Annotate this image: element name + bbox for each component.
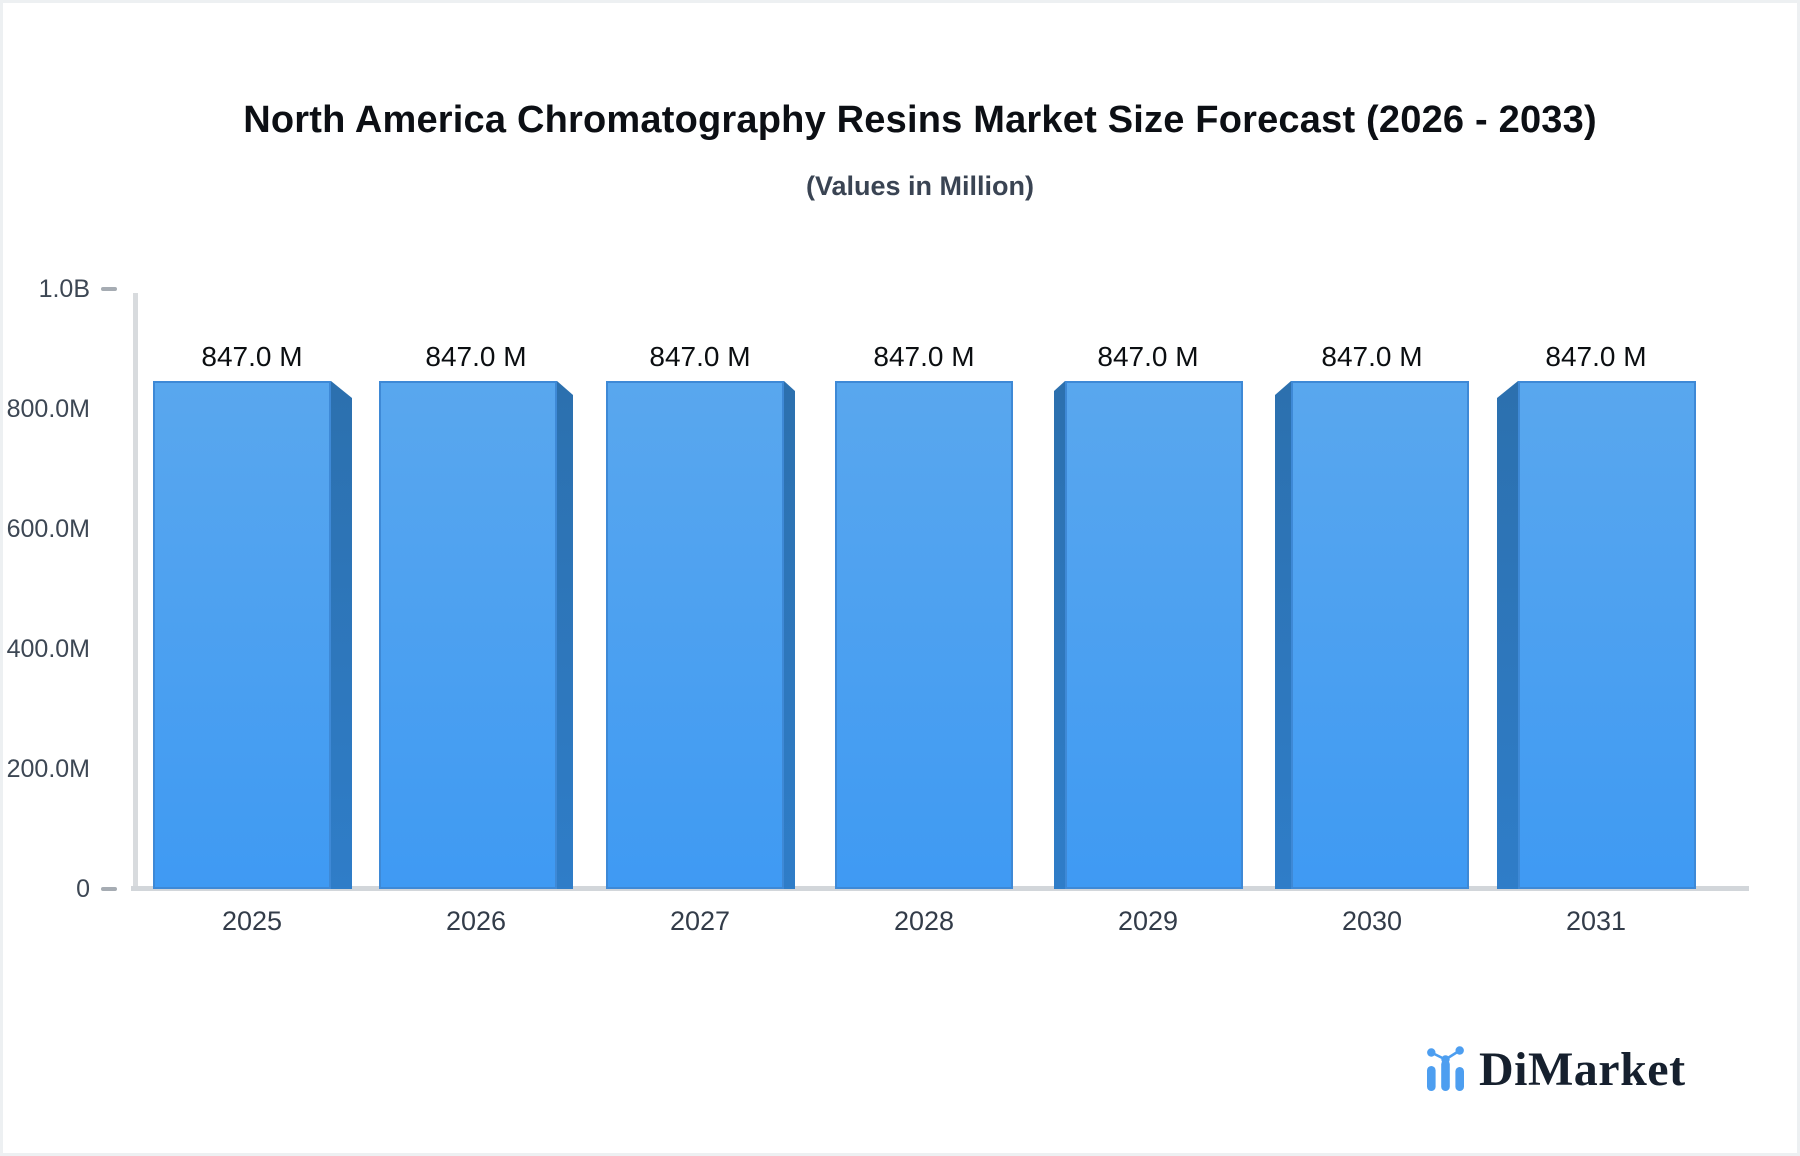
y-axis-tick-label: 0: [76, 875, 90, 903]
y-axis-tick-label: 200.0M: [6, 755, 90, 783]
y-axis-tick-mark: [101, 287, 117, 291]
bar-value-label: 847.0 M: [201, 341, 303, 372]
chart-subtitle: (Values in Million): [805, 171, 1035, 201]
x-axis-tick-label: 2031: [1565, 906, 1627, 936]
bar-value-label: 847.0 M: [1321, 341, 1423, 372]
x-axis-tick-label: 2029: [1117, 906, 1179, 936]
bar-side-face: [1275, 381, 1291, 889]
bar-front-face: [1065, 381, 1243, 889]
y-axis-tick-label: 800.0M: [6, 395, 90, 423]
bar-side-face: [1054, 381, 1065, 889]
bar-value-label: 847.0 M: [649, 341, 751, 372]
bar-front-face: [379, 381, 557, 889]
bar-2027[interactable]: [606, 381, 795, 889]
bar-side-face: [1497, 381, 1518, 889]
plot-area: 1.0B 800.0M 600.0M 400.0M 200.0M 0 847.0 M 847…: [3, 3, 1797, 1153]
bar-front-face: [606, 381, 784, 889]
dimarket-logo-text: DiMarket: [1479, 1042, 1686, 1096]
bar-2028[interactable]: [835, 381, 1013, 889]
x-axis-tick-label: 2025: [221, 906, 283, 936]
y-axis-tick: 1.0B: [3, 274, 117, 304]
chart-title: North America Chromatography Resins Mark…: [243, 99, 1597, 141]
bar-side-face: [557, 381, 573, 889]
y-axis-tick: 0: [3, 874, 117, 904]
y-axis-tick: 600.0M: [3, 514, 117, 544]
chart-card: North America Chromatography Resins Mark…: [3, 3, 1797, 1153]
bar-front-face: [835, 381, 1013, 889]
bar-value-label: 847.0 M: [1545, 341, 1647, 372]
bar-2025[interactable]: [153, 381, 352, 889]
bar-front-face: [1291, 381, 1469, 889]
mini-bar-chart-icon: [1427, 1046, 1464, 1091]
y-axis-tick-mark: [101, 887, 117, 891]
x-axis-tick-label: 2026: [445, 906, 507, 936]
y-axis-tick: 400.0M: [3, 634, 117, 664]
y-axis-line: [133, 293, 138, 889]
bar-side-face: [331, 381, 352, 889]
bar-value-label: 847.0 M: [1097, 341, 1199, 372]
bar-value-label: 847.0 M: [873, 341, 975, 372]
bar-value-label: 847.0 M: [425, 341, 527, 372]
bar-side-face: [784, 381, 795, 889]
bar-front-face: [1518, 381, 1696, 889]
bar-front-face: [153, 381, 331, 889]
y-axis-tick-label: 1.0B: [38, 275, 90, 303]
y-axis-tick: 200.0M: [3, 754, 117, 784]
x-axis-tick-label: 2028: [893, 906, 955, 936]
y-axis-tick: 800.0M: [3, 394, 117, 424]
bar-2030[interactable]: [1275, 381, 1469, 889]
y-axis-tick-label: 400.0M: [6, 635, 90, 663]
bar-2026[interactable]: [379, 381, 573, 889]
dimarket-logo: DiMarket: [1425, 1041, 1686, 1097]
y-axis-tick-label: 600.0M: [6, 515, 90, 543]
bar-2029[interactable]: [1054, 381, 1243, 889]
bar-2031[interactable]: [1497, 381, 1696, 889]
x-axis-tick-label: 2030: [1341, 906, 1403, 936]
x-axis-tick-label: 2027: [669, 906, 731, 936]
